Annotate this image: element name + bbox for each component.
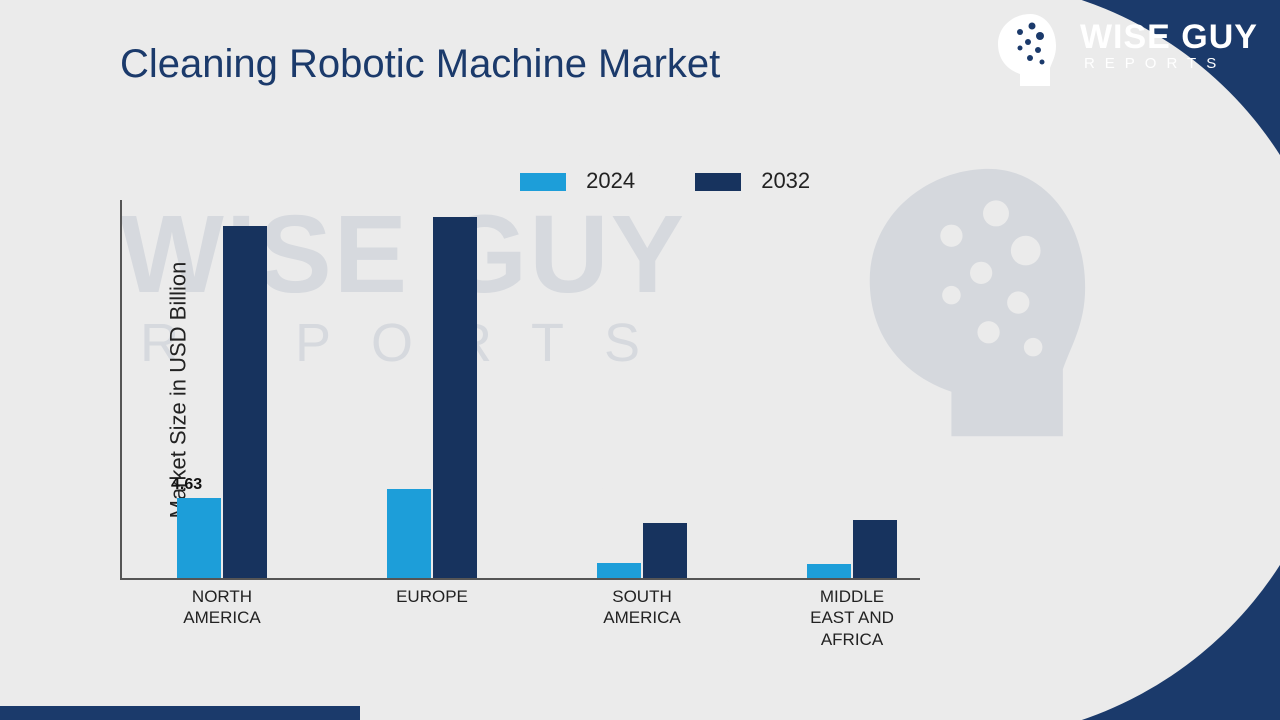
- chart-area: Market Size in USD Billion 4.63NORTHAMER…: [100, 200, 920, 580]
- canvas: WISE GUY REPORTS Cleaning Robotic Machin…: [0, 0, 1280, 720]
- right-brand-panel: [960, 0, 1280, 720]
- legend-item-2024: 2024: [520, 168, 635, 194]
- category-label: MIDDLEEAST ANDAFRICA: [782, 586, 922, 650]
- legend-swatch-2032: [695, 173, 741, 191]
- bar-group: [162, 226, 282, 578]
- bar-group: [372, 217, 492, 578]
- brand-head-icon: [990, 12, 1060, 97]
- brand-logo: WISE GUY REPORTS: [1080, 20, 1258, 71]
- bottom-accent-bar: [0, 706, 360, 720]
- category-label: NORTHAMERICA: [152, 586, 292, 629]
- legend-item-2032: 2032: [695, 168, 810, 194]
- bar-2024: [387, 489, 431, 578]
- bar-group: [792, 520, 912, 578]
- legend-swatch-2024: [520, 173, 566, 191]
- bar-2032: [853, 520, 897, 578]
- bar-value-label: 4.63: [171, 476, 202, 494]
- bar-2032: [433, 217, 477, 578]
- bar-2024: [177, 498, 221, 578]
- bar-2024: [807, 564, 851, 578]
- category-label: SOUTHAMERICA: [572, 586, 712, 629]
- legend-label-2024: 2024: [586, 168, 635, 193]
- chart-title: Cleaning Robotic Machine Market: [120, 42, 720, 87]
- bar-2032: [643, 523, 687, 578]
- category-label: EUROPE: [362, 586, 502, 607]
- chart-legend: 2024 2032: [520, 168, 810, 194]
- brand-logo-main: WISE GUY: [1080, 20, 1258, 54]
- chart-plot: 4.63NORTHAMERICAEUROPESOUTHAMERICAMIDDLE…: [120, 200, 920, 580]
- brand-logo-sub: REPORTS: [1084, 56, 1258, 71]
- legend-label-2032: 2032: [761, 168, 810, 193]
- bar-group: [582, 523, 702, 578]
- bar-2024: [597, 563, 641, 578]
- bar-2032: [223, 226, 267, 578]
